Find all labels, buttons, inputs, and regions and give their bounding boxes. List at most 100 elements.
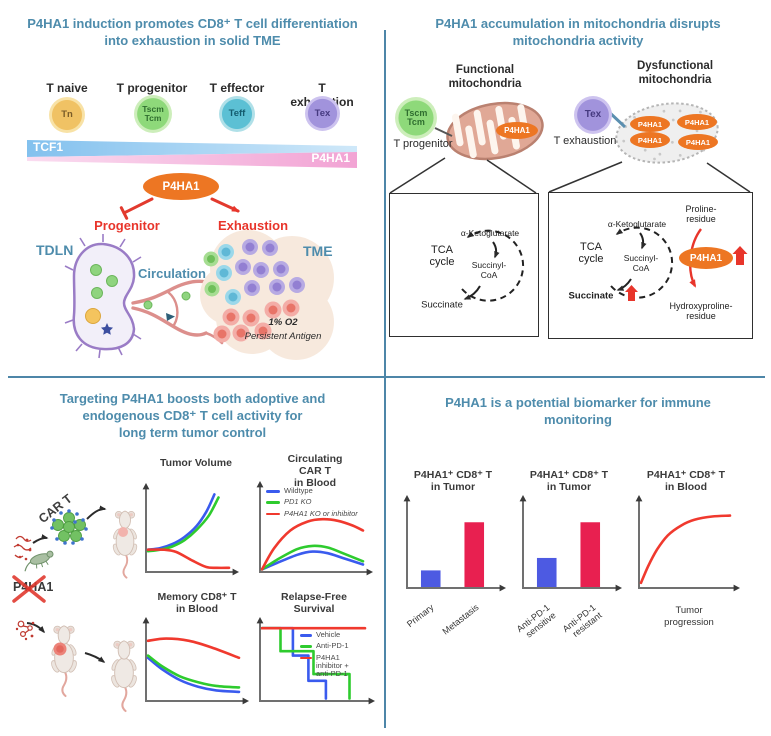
legend-item-vehicle: Vehicle xyxy=(300,630,362,639)
wildtype-swatch xyxy=(266,490,280,493)
t-progenitor-label: T progenitor xyxy=(393,138,453,150)
tcf1-p4ha1-gradient-wedge xyxy=(27,140,357,168)
tme-exhausted-cells xyxy=(235,239,305,296)
primary-metastasis-chart xyxy=(403,495,506,592)
legend-item-p4ha1-ko: P4HA1 KO or inhibitor xyxy=(266,509,358,518)
panel-differentiation: P4HA1 induction promotes CD8⁺ T cell dif… xyxy=(0,0,385,376)
tex-cell: Tex xyxy=(305,96,340,131)
magnification-lines xyxy=(389,157,751,194)
panel-mitochondria: P4HA1 accumulation in mitochondria disru… xyxy=(385,0,771,376)
akg-label-right: α-Ketoglutarate xyxy=(607,219,667,230)
mouse-tumor-bearing xyxy=(48,624,80,698)
p4ha1-up-arrow xyxy=(732,246,748,265)
exhaustion-label: Exhaustion xyxy=(217,218,289,233)
p4ha1-oval-dys-4: P4HA1 xyxy=(678,134,718,150)
blood-progression-chart xyxy=(635,495,740,592)
label-t-progenitor: T progenitor xyxy=(116,81,188,95)
dendritic-cell-icon xyxy=(101,323,113,335)
tscm-tcm-cell: Tscm Tcm xyxy=(134,95,172,133)
panel3-title: Targeting P4HA1 boosts both adoptive and… xyxy=(59,391,326,440)
circulating-cart-chart xyxy=(256,481,373,576)
circulating-progenitor-cell xyxy=(181,291,191,301)
p4ha1-oval: P4HA1 xyxy=(143,173,219,200)
progenitor-label: Progenitor xyxy=(94,218,160,233)
p4ha1-oval-dys-2: P4HA1 xyxy=(677,114,717,130)
inhibition-arrow-progenitor xyxy=(119,197,154,220)
tumor-volume-title: Tumor Volume xyxy=(160,457,232,469)
tcf1-label: TCF1 xyxy=(33,140,63,154)
tumor-volume-chart xyxy=(142,483,239,576)
promotion-arrow-exhaustion xyxy=(210,197,240,213)
tumor-spot-core xyxy=(56,645,64,653)
succinate-label: Succinate xyxy=(421,299,463,311)
mouse-cured xyxy=(108,639,140,713)
proline-label: Proline- xyxy=(685,203,717,214)
circulation-label: Circulation xyxy=(138,266,206,281)
tca-label: TCA xyxy=(431,243,453,256)
tme-cyan-cells xyxy=(216,244,241,305)
bar-label-primary: Primary xyxy=(404,602,436,630)
tca-box-functional: TCA cycle α-Ketoglutarate Succinyl- CoA … xyxy=(389,193,539,337)
flow-direction-arrow xyxy=(166,313,175,321)
pd1-ko-swatch xyxy=(266,501,280,504)
relapse-free-title: Relapse-Free Survival xyxy=(281,591,347,616)
mouse-car-t xyxy=(110,510,140,579)
hydroxyproline-label: Hydroxyproline- xyxy=(669,300,733,311)
panel3-illustration xyxy=(13,505,140,713)
dysfunctional-mitochondrion xyxy=(615,102,719,164)
tme-label: TME xyxy=(303,243,333,259)
arrow-cart-to-mouse xyxy=(86,505,107,520)
panel-targeting: Targeting P4HA1 boosts both adoptive and… xyxy=(0,377,385,736)
bar-label-antipd1-sensitive: Anti-PD-1 sensitive xyxy=(514,602,558,640)
car-t-chart-legend: Wildtype PD1 KO P4HA1 KO or inhibitor xyxy=(266,486,358,518)
t-exhaustion-label: T exhaustion xyxy=(553,135,617,147)
label-t-naive: T naive xyxy=(46,81,88,95)
car-t-cluster xyxy=(50,509,88,545)
legend-item-anti-pd1: Anti-PD-1 xyxy=(300,641,362,650)
panel-biomarker: P4HA1 is a potential biomarker for immun… xyxy=(385,377,771,736)
anti-pd1-swatch xyxy=(300,645,312,648)
circulating-progenitor-cell xyxy=(143,300,153,310)
tca-label-right: TCA xyxy=(580,240,602,253)
functional-mito-label: Functional mitochondria xyxy=(448,64,522,90)
tdln-label: TDLN xyxy=(36,242,74,258)
quadrant-divider-horizontal xyxy=(8,376,765,378)
panel1-illustration xyxy=(27,140,357,360)
antipd1-response-chart xyxy=(519,495,622,592)
tme-tumor-cells xyxy=(213,299,300,343)
arrow-inhibitor-to-mouse xyxy=(26,622,45,634)
quadrant-divider-vertical xyxy=(384,30,386,728)
teff-cell: Teff xyxy=(219,96,255,132)
inhibitor-molecule-icon xyxy=(15,620,35,641)
tme-cluster-illustration xyxy=(200,230,334,360)
relapse-free-chart xyxy=(256,617,375,705)
vehicle-swatch xyxy=(300,634,312,637)
tn-cell: Tn xyxy=(49,97,85,133)
tme-green-cells xyxy=(203,251,220,297)
succinate-label-right: Succinate xyxy=(568,290,614,302)
succinate-up-arrow xyxy=(625,285,638,301)
p4ha1-ko-swatch xyxy=(266,512,280,516)
p4ha1-oval-box: P4HA1 xyxy=(679,247,733,269)
knockout-x-icon xyxy=(12,575,46,603)
hypoxia-label: 1% O2 xyxy=(268,317,298,328)
lymph-node-illustration xyxy=(64,234,142,359)
panel1-title: P4HA1 induction promotes CD8⁺ T cell dif… xyxy=(27,16,358,48)
p4ha1-oval-dys-1: P4HA1 xyxy=(630,116,670,132)
legend-item-wildtype: Wildtype xyxy=(266,486,358,495)
tscm-mito-connector xyxy=(434,127,453,137)
p4ha1-inhibitor-swatch xyxy=(300,656,312,660)
tca-box-left-arrows xyxy=(461,229,525,302)
dysfunctional-mito-label: Dysfunctional mitochondria xyxy=(636,60,714,86)
arrow-sgrna-to-cart xyxy=(32,534,49,544)
p4ha1-oval-dys-3: P4HA1 xyxy=(630,132,670,148)
tumor-spot-light xyxy=(118,527,128,537)
label-t-effector: T effector xyxy=(209,81,265,95)
akg-label: α-Ketoglutarate xyxy=(460,228,520,239)
tex-cell-p2: Tex xyxy=(574,96,612,134)
